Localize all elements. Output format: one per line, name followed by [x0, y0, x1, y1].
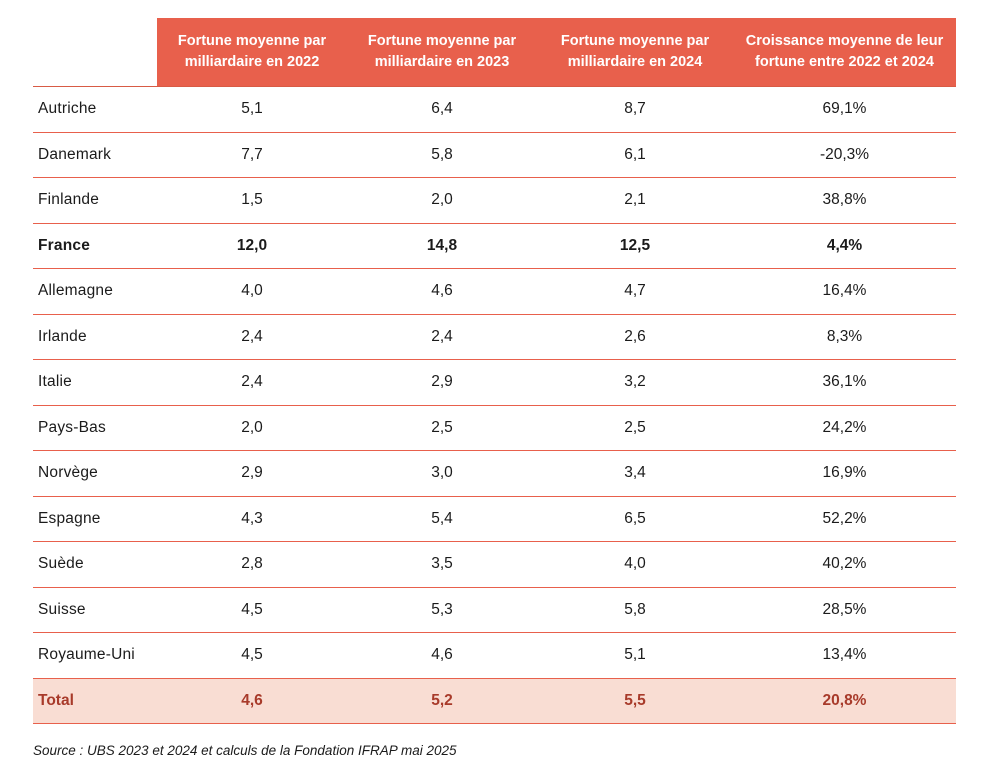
column-header-2022: Fortune moyenne par milliardaire en 2022 — [157, 18, 347, 86]
value-2024: 4,0 — [624, 555, 646, 573]
country-label: Suisse — [38, 600, 86, 618]
total-label: Total — [38, 691, 74, 709]
country-label: Espagne — [38, 509, 101, 527]
value-2022: 4,3 — [241, 509, 263, 527]
country-label: Autriche — [38, 100, 97, 118]
value-2023: 5,3 — [431, 600, 453, 618]
country-label: France — [38, 236, 91, 254]
value-growth: 24,2% — [822, 418, 867, 436]
table-row-pays-bas: Pays-Bas 2,0 2,5 2,5 24,2% — [33, 406, 956, 451]
table-corner-cell — [33, 18, 157, 86]
value-2023: 6,4 — [431, 100, 453, 118]
value-2023: 14,8 — [426, 236, 458, 254]
value-2024: 2,5 — [624, 418, 646, 436]
source-note: Source : UBS 2023 et 2024 et calculs de … — [33, 743, 457, 758]
total-value-growth: 20,8% — [822, 691, 867, 709]
value-growth: 16,9% — [822, 464, 867, 482]
table-row-allemagne: Allemagne 4,0 4,6 4,7 16,4% — [33, 269, 956, 315]
table-row-italie: Italie 2,4 2,9 3,2 36,1% — [33, 360, 956, 406]
value-2022: 2,4 — [241, 373, 263, 391]
total-value-2024: 5,5 — [624, 691, 646, 709]
value-2023: 4,6 — [431, 646, 453, 664]
value-2022: 2,0 — [241, 418, 263, 436]
value-growth: 8,3% — [826, 327, 863, 345]
column-header-growth: Croissance moyenne de leur fortune entre… — [733, 18, 956, 86]
value-2023: 3,0 — [431, 464, 453, 482]
value-2023: 5,4 — [431, 509, 453, 527]
country-label: Allemagne — [38, 282, 114, 300]
country-label: Pays-Bas — [38, 418, 106, 436]
table-header-row: Fortune moyenne par milliardaire en 2022… — [33, 18, 956, 87]
value-2023: 2,9 — [431, 373, 453, 391]
value-growth: 36,1% — [822, 373, 867, 391]
value-2024: 6,5 — [624, 509, 646, 527]
table-row-irlande: Irlande 2,4 2,4 2,6 8,3% — [33, 315, 956, 360]
table-row-suede: Suède 2,8 3,5 4,0 40,2% — [33, 542, 956, 588]
value-2022: 7,7 — [241, 145, 263, 163]
country-label: Finlande — [38, 191, 100, 209]
value-2023: 2,5 — [431, 418, 453, 436]
table-row-norvege: Norvège 2,9 3,0 3,4 16,9% — [33, 451, 956, 497]
value-2023: 5,8 — [431, 145, 453, 163]
country-label: Irlande — [38, 327, 87, 345]
column-header-2024: Fortune moyenne par milliardaire en 2024 — [537, 18, 733, 86]
country-label: Suède — [38, 555, 84, 573]
country-label: Royaume-Uni — [38, 646, 135, 664]
total-value-2022: 4,6 — [241, 691, 263, 709]
value-growth: 52,2% — [822, 509, 867, 527]
value-2023: 3,5 — [431, 555, 453, 573]
value-2022: 1,5 — [241, 191, 263, 209]
value-2022: 2,4 — [241, 327, 263, 345]
value-2024: 4,7 — [624, 282, 646, 300]
value-growth: 13,4% — [822, 646, 867, 664]
country-label: Norvège — [38, 464, 98, 482]
value-growth: 69,1% — [822, 100, 867, 118]
table-row-france: France 12,0 14,8 12,5 4,4% — [33, 224, 956, 269]
country-label: Italie — [38, 373, 72, 391]
country-label: Danemark — [38, 145, 112, 163]
billionaire-fortune-table: Fortune moyenne par milliardaire en 2022… — [33, 18, 956, 724]
column-header-2023: Fortune moyenne par milliardaire en 2023 — [347, 18, 537, 86]
value-growth: 16,4% — [822, 282, 867, 300]
value-2024: 3,4 — [624, 464, 646, 482]
table-row-espagne: Espagne 4,3 5,4 6,5 52,2% — [33, 497, 956, 542]
value-growth: 28,5% — [822, 600, 867, 618]
table-row-suisse: Suisse 4,5 5,3 5,8 28,5% — [33, 588, 956, 633]
value-2022: 5,1 — [241, 100, 263, 118]
table-row-finlande: Finlande 1,5 2,0 2,1 38,8% — [33, 178, 956, 224]
value-2024: 5,8 — [624, 600, 646, 618]
value-2024: 12,5 — [619, 236, 651, 254]
value-2022: 12,0 — [236, 236, 268, 254]
value-2022: 4,0 — [241, 282, 263, 300]
value-2024: 6,1 — [624, 145, 646, 163]
value-2023: 2,4 — [431, 327, 453, 345]
value-2024: 3,2 — [624, 373, 646, 391]
value-2022: 4,5 — [241, 600, 263, 618]
value-growth: 40,2% — [822, 555, 867, 573]
value-2024: 2,1 — [624, 191, 646, 209]
value-growth: 38,8% — [822, 191, 867, 209]
value-growth: 4,4% — [826, 236, 863, 254]
value-2022: 4,5 — [241, 646, 263, 664]
total-value-2023: 5,2 — [431, 691, 453, 709]
value-2023: 2,0 — [431, 191, 453, 209]
value-2022: 2,8 — [241, 555, 263, 573]
table-row-danemark: Danemark 7,7 5,8 6,1 -20,3% — [33, 133, 956, 178]
value-2024: 5,1 — [624, 646, 646, 664]
value-2022: 2,9 — [241, 464, 263, 482]
table-row-autriche: Autriche 5,1 6,4 8,7 69,1% — [33, 87, 956, 133]
table-row-total: Total 4,6 5,2 5,5 20,8% — [33, 678, 956, 724]
table-row-royaume-uni: Royaume-Uni 4,5 4,6 5,1 13,4% — [33, 633, 956, 679]
value-growth: -20,3% — [819, 145, 870, 163]
value-2024: 8,7 — [624, 100, 646, 118]
value-2024: 2,6 — [624, 327, 646, 345]
value-2023: 4,6 — [431, 282, 453, 300]
